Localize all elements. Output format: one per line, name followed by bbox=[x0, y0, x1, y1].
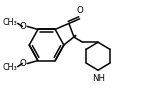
Text: NH: NH bbox=[93, 74, 106, 83]
Text: O: O bbox=[76, 6, 83, 15]
Text: CH₃: CH₃ bbox=[2, 18, 17, 27]
Text: O: O bbox=[19, 22, 26, 31]
Text: O: O bbox=[19, 59, 26, 68]
Text: CH₃: CH₃ bbox=[2, 63, 17, 72]
